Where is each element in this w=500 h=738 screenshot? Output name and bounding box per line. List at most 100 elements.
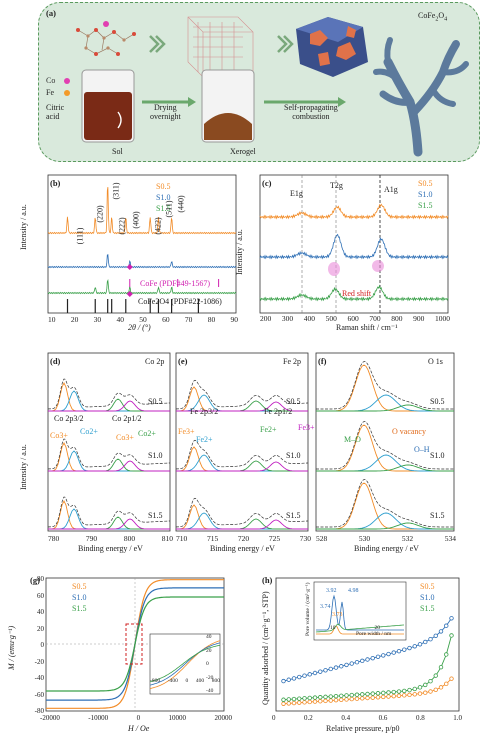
- xps-fit-peak: [316, 464, 454, 472]
- fe-dot-icon: [64, 90, 70, 96]
- bet-point-S1.0: [396, 648, 402, 654]
- bet-point-S1.5: [407, 687, 412, 693]
- raman-legend-s15: S1.5: [418, 201, 433, 210]
- fe-2p12-label: Fe 2p1/2: [264, 407, 293, 416]
- bet-xlabel: Relative pressure, p/p0: [326, 724, 400, 733]
- bet-point-S1.5: [396, 689, 402, 694]
- co3-label: Co3+: [50, 431, 68, 440]
- xps-fit-peak: [176, 401, 308, 412]
- co-s05: S0.5: [148, 397, 163, 406]
- xps-fit-peak: [316, 522, 454, 530]
- coral-structure-icon: [373, 37, 469, 157]
- xps-co-chart: [47, 352, 171, 532]
- bet-point-S0.5: [370, 695, 375, 700]
- bet-legend-s05: S0.5: [420, 582, 435, 591]
- xps-envelope: [175, 497, 308, 528]
- bet-xticks: 0 0.2 0.4 0.6 0.8 1.0: [272, 714, 462, 722]
- xrd-line-S1.0: [47, 253, 237, 269]
- pore-373: 3.73: [332, 612, 343, 618]
- xrd-ylabel: Intensity / a.u.: [19, 204, 28, 250]
- bet-point-S1.5: [344, 693, 349, 698]
- fe-label: Fe: [46, 88, 54, 97]
- bet-point-S0.5: [297, 700, 302, 705]
- bet-point-S1.0: [412, 644, 417, 649]
- bet-point-S0.5: [312, 699, 318, 704]
- bet-point-S0.5: [412, 692, 417, 697]
- bet-point-S0.5: [328, 698, 333, 703]
- fe-s05: S0.5: [286, 397, 301, 406]
- diamond-marker: [126, 264, 133, 270]
- sol-label: Sol: [112, 147, 123, 156]
- bet-inset-ylabel: Pore volume / (cm³·g⁻¹): [305, 582, 311, 636]
- bet-point-S0.5: [449, 676, 454, 681]
- co2-sat-label: Co2+: [138, 429, 156, 438]
- raman-chart: [259, 174, 449, 314]
- xps-fit-peak: [176, 519, 308, 530]
- bet-point-S1.5: [428, 679, 433, 684]
- bet-inset-xticks: 10 20: [330, 625, 380, 631]
- bet-point-S1.0: [312, 670, 318, 676]
- co2-label: Co2+: [80, 427, 98, 436]
- bet-point-S0.5: [307, 699, 312, 705]
- bet-point-S0.5: [318, 699, 323, 704]
- chevron-icon: [277, 35, 294, 53]
- raman-line-S1.5: [259, 284, 449, 302]
- bet-point-S1.0: [433, 633, 438, 638]
- xrd-line-S1.5: [47, 279, 237, 295]
- ref-cofe2o4: CoFe2O4 (PDF#22-1086): [138, 297, 222, 306]
- bet-point-S1.5: [433, 673, 438, 678]
- co-dot-icon: [64, 78, 70, 84]
- bet-point-S0.5: [423, 690, 428, 695]
- bet-point-S1.5: [354, 692, 360, 697]
- co3-sat-label: Co3+: [116, 433, 134, 442]
- xps-envelope: [47, 496, 170, 528]
- bet-point-S1.0: [344, 662, 349, 668]
- bet-point-S1.0: [417, 642, 423, 647]
- pore-line-S1.0: [316, 594, 404, 631]
- co-label: Co: [46, 76, 56, 85]
- peak-511: (511): [164, 200, 174, 218]
- chevron-icon: [149, 35, 166, 53]
- xps-fit-peak: [48, 460, 170, 472]
- bet-point-S1.0: [428, 637, 433, 642]
- panel-d-label: (d): [50, 356, 61, 366]
- co-2p32-label: Co 2p3/2: [54, 414, 84, 423]
- bet-point-S1.0: [323, 668, 328, 673]
- peak-222: (222): [117, 217, 127, 235]
- xps-co-title: Co 2p: [145, 357, 165, 366]
- mh-line-S1.5: [46, 596, 224, 692]
- panel-c-label: (c): [262, 178, 272, 188]
- pore-374: 3.74: [320, 604, 331, 610]
- fe3-sat-label: Fe3+: [298, 423, 315, 432]
- bet-point-S1.5: [423, 682, 428, 688]
- xps-envelope: [47, 438, 170, 470]
- bet-legend-s15: S1.5: [420, 604, 435, 613]
- xps-fe-xlabel: Binding energy / eV: [210, 544, 275, 553]
- raman-legend-s05: S0.5: [418, 179, 433, 188]
- bet-point-S0.5: [344, 697, 349, 702]
- bet-ylabel: Quantity adsorbed / (cm³·g⁻¹, STP): [261, 591, 270, 705]
- peak-311: (311): [111, 182, 121, 200]
- xps-envelope: [316, 421, 454, 470]
- xps-co-xticks: 780 790 800 810: [48, 534, 173, 543]
- peak-440: (440): [176, 195, 186, 213]
- bet-point-S1.5: [438, 664, 444, 670]
- peak-111: (111): [75, 227, 85, 245]
- xerogel-beaker-icon: [201, 69, 255, 143]
- bet-point-S0.5: [407, 692, 412, 698]
- xps-fe-xticks: 710 715 720 725 730: [176, 534, 311, 543]
- bet-point-S0.5: [281, 701, 286, 706]
- bet-point-S0.5: [291, 700, 297, 706]
- mh-inset-xticks: -800 -400 0 400 800: [150, 678, 220, 684]
- bet-point-S1.0: [318, 669, 323, 674]
- bet-point-S0.5: [438, 685, 444, 690]
- xps-fit-peak: [316, 482, 454, 530]
- mh-legend-s15: S1.5: [72, 604, 87, 613]
- co-s15: S1.5: [148, 511, 163, 520]
- panel-f-label: (f): [318, 356, 327, 366]
- bet-point-S0.5: [417, 691, 423, 696]
- xps-o-xticks: 528 530 532 534: [316, 534, 456, 543]
- bet-point-S1.5: [291, 696, 297, 702]
- xps-envelope: [316, 361, 454, 410]
- bet-chart: [275, 577, 460, 712]
